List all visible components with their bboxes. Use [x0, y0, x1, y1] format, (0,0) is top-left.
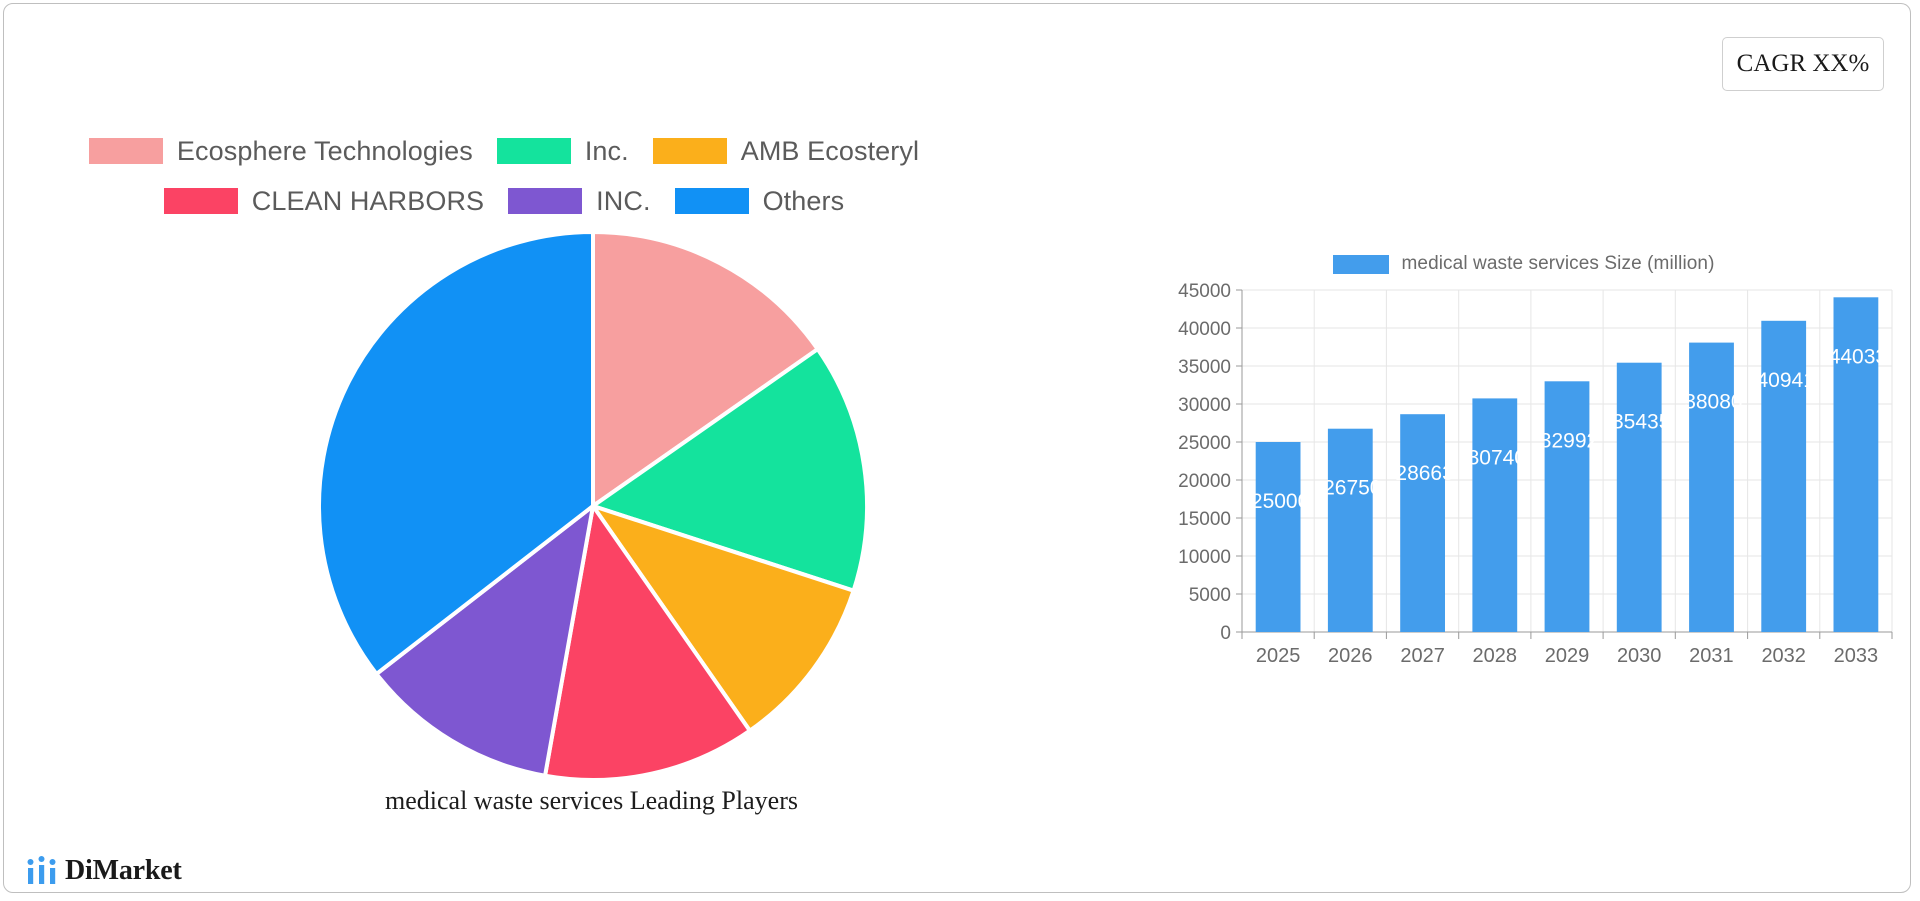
legend-swatch-icon — [652, 138, 727, 164]
legend-swatch-icon — [674, 188, 749, 214]
pie-chart-svg — [317, 230, 869, 782]
bar-value-label: 30740 — [1468, 446, 1526, 469]
pie-legend-label: INC. — [596, 185, 651, 216]
bar-value-label: 26750 — [1323, 477, 1381, 500]
x-axis-tick-label: 2032 — [1761, 645, 1806, 667]
bar[interactable] — [1616, 362, 1662, 632]
pie-legend-label: Others — [762, 185, 845, 216]
x-axis-tick-label: 2029 — [1545, 645, 1590, 667]
pie-legend-label: CLEAN HARBORS — [251, 185, 485, 216]
bar[interactable] — [1327, 428, 1373, 632]
y-axis-tick-label: 45000 — [1178, 282, 1231, 302]
legend-swatch-icon — [496, 138, 571, 164]
x-axis-tick-label: 2028 — [1473, 645, 1518, 667]
pie-legend-item-inc2[interactable]: INC. — [508, 186, 650, 217]
bar[interactable] — [1761, 320, 1807, 632]
bar[interactable] — [1255, 442, 1301, 632]
x-axis-tick-label: 2030 — [1617, 645, 1662, 667]
pie-legend-item-others[interactable]: Others — [674, 185, 845, 217]
pie-slice[interactable] — [373, 501, 596, 779]
bar-value-label: 35435 — [1612, 411, 1670, 434]
bar-legend-label: medical waste services Size (million) — [1401, 253, 1715, 274]
pie-legend-label: Ecosphere Technologies — [176, 135, 473, 166]
bar[interactable] — [1689, 342, 1734, 632]
x-axis-tick-label: 2026 — [1328, 645, 1373, 667]
bar-chart: medical waste services Size (million) 0 5… — [1154, 246, 1894, 686]
pie-chart — [317, 230, 869, 782]
bar-chart-logo-icon — [27, 856, 56, 884]
bar[interactable] — [1472, 398, 1518, 632]
pie-legend-row-1: Ecosphere Technologies Inc. AMB Ecostery… — [4, 126, 1004, 176]
y-axis-tick-label: 10000 — [1178, 547, 1231, 568]
pie-slice[interactable] — [587, 502, 857, 734]
legend-swatch-icon — [163, 188, 238, 214]
bar-chart-legend: medical waste services Size (million) — [1154, 246, 1894, 282]
cagr-badge-label: CAGR XX% — [1736, 50, 1870, 77]
pie-slice[interactable] — [317, 230, 595, 677]
pie-legend-row-2: CLEAN HARBORS INC. Others — [4, 176, 1004, 226]
y-axis-tick-label: 40000 — [1178, 319, 1231, 340]
x-axis-tick-label: 2027 — [1400, 645, 1445, 667]
bar[interactable] — [1544, 381, 1590, 632]
x-axis-tick-label: 2025 — [1256, 645, 1301, 667]
bar-value-label: 25000 — [1251, 490, 1309, 513]
y-axis-tick-label: 0 — [1220, 623, 1231, 644]
bar[interactable] — [1833, 297, 1879, 632]
y-axis-tick-label: 30000 — [1178, 395, 1231, 416]
pie-legend-item-clean-harbors[interactable]: CLEAN HARBORS — [163, 185, 485, 217]
bar-value-label: 38080 — [1684, 391, 1742, 414]
pie-legend: Ecosphere Technologies Inc. AMB Ecostery… — [4, 126, 1004, 226]
pie-legend-item-inc[interactable]: Inc. — [496, 135, 629, 167]
dimarket-logo: DiMarket — [26, 855, 182, 887]
report-card: CAGR XX% Ecosphere Technologies Inc. AMB… — [3, 3, 1911, 893]
pie-chart-title: medical waste services Leading Players — [385, 786, 798, 815]
y-axis-tick-label: 15000 — [1178, 509, 1231, 530]
pie-legend-label: Inc. — [584, 135, 629, 166]
x-axis-tick-label: 2031 — [1689, 645, 1734, 667]
logo-wordmark: DiMarket — [65, 855, 182, 886]
x-axis-tick-label: 2033 — [1834, 645, 1879, 667]
legend-swatch-icon — [1333, 254, 1390, 274]
cagr-badge: CAGR XX% — [1722, 37, 1884, 91]
y-axis-tick-label: 20000 — [1178, 471, 1231, 492]
y-axis-tick-label: 5000 — [1189, 585, 1231, 606]
legend-swatch-icon — [508, 188, 583, 214]
bar-chart-plot: 0 5000 10000 15000 20000 25000 30000 35000 40000… — [1154, 282, 1894, 682]
bar-chart-svg: 0 5000 10000 15000 20000 25000 30000 35000 40000… — [1178, 282, 1893, 667]
pie-slice[interactable] — [542, 500, 753, 782]
bar-legend-item-size[interactable]: medical waste services Size (million) — [1333, 253, 1714, 275]
pie-slice[interactable] — [591, 230, 821, 510]
legend-swatch-icon — [88, 138, 163, 164]
bar-value-label: 44033 — [1829, 345, 1887, 368]
bar-value-label: 28663 — [1395, 462, 1453, 485]
y-axis-tick-label: 35000 — [1178, 357, 1231, 378]
bar[interactable] — [1400, 414, 1445, 632]
pie-slice[interactable] — [588, 346, 869, 594]
bar-value-label: 40941 — [1756, 369, 1814, 392]
y-axis-tick-label: 25000 — [1178, 433, 1231, 454]
pie-legend-item-ecosphere-technologies[interactable]: Ecosphere Technologies — [88, 135, 473, 167]
bar-value-label: 32992 — [1540, 429, 1598, 452]
pie-legend-label: AMB Ecosteryl — [740, 135, 920, 166]
pie-legend-item-amb-ecosteryl[interactable]: AMB Ecosteryl — [652, 135, 920, 167]
